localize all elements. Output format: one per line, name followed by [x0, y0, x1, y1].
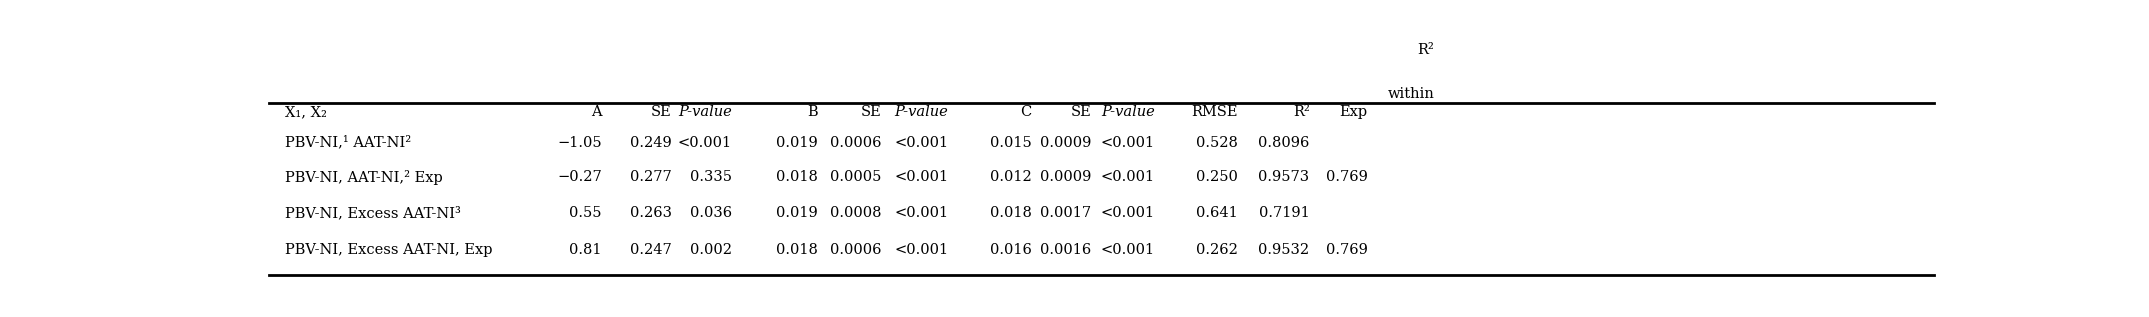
- Text: PBV-NI, AAT-NI,² Exp: PBV-NI, AAT-NI,² Exp: [286, 170, 443, 185]
- Text: <0.001: <0.001: [1100, 206, 1154, 220]
- Text: 0.55: 0.55: [569, 206, 602, 220]
- Text: A: A: [591, 105, 602, 119]
- Text: 0.277: 0.277: [630, 170, 673, 184]
- Text: RMSE: RMSE: [1191, 105, 1238, 119]
- Text: 0.247: 0.247: [630, 243, 673, 257]
- Text: 0.81: 0.81: [569, 243, 602, 257]
- Text: 0.249: 0.249: [630, 136, 673, 150]
- Text: 0.250: 0.250: [1197, 170, 1238, 184]
- Text: 0.018: 0.018: [776, 170, 819, 184]
- Text: 0.0006: 0.0006: [830, 243, 881, 257]
- Text: 0.9532: 0.9532: [1259, 243, 1309, 257]
- Text: P-value: P-value: [677, 105, 731, 119]
- Text: 0.335: 0.335: [690, 170, 731, 184]
- Text: PBV-NI,¹ AAT-NI²: PBV-NI,¹ AAT-NI²: [286, 136, 410, 150]
- Text: PBV-NI, Excess AAT-NI, Exp: PBV-NI, Excess AAT-NI, Exp: [286, 243, 492, 257]
- Text: P-value: P-value: [894, 105, 948, 119]
- Text: <0.001: <0.001: [1100, 243, 1154, 257]
- Text: 0.002: 0.002: [690, 243, 731, 257]
- Text: 0.018: 0.018: [776, 243, 819, 257]
- Text: 0.015: 0.015: [991, 136, 1032, 150]
- Text: <0.001: <0.001: [677, 136, 731, 150]
- Text: 0.9573: 0.9573: [1259, 170, 1309, 184]
- Text: 0.0006: 0.0006: [830, 136, 881, 150]
- Text: SE: SE: [862, 105, 881, 119]
- Text: 0.0009: 0.0009: [1040, 170, 1092, 184]
- Text: 0.012: 0.012: [991, 170, 1032, 184]
- Text: PBV-NI, Excess AAT-NI³: PBV-NI, Excess AAT-NI³: [286, 206, 462, 220]
- Text: 0.769: 0.769: [1326, 243, 1369, 257]
- Text: R²: R²: [1294, 105, 1309, 119]
- Text: 0.016: 0.016: [989, 243, 1032, 257]
- Text: 0.769: 0.769: [1326, 170, 1369, 184]
- Text: P-value: P-value: [1100, 105, 1154, 119]
- Text: −1.05: −1.05: [557, 136, 602, 150]
- Text: 0.0017: 0.0017: [1040, 206, 1092, 220]
- Text: 0.528: 0.528: [1197, 136, 1238, 150]
- Text: 0.641: 0.641: [1197, 206, 1238, 220]
- Text: <0.001: <0.001: [894, 136, 948, 150]
- Text: 0.7191: 0.7191: [1259, 206, 1309, 220]
- Text: SE: SE: [651, 105, 673, 119]
- Text: Exp: Exp: [1339, 105, 1369, 119]
- Text: SE: SE: [1070, 105, 1092, 119]
- Text: 0.019: 0.019: [776, 206, 819, 220]
- Text: <0.001: <0.001: [1100, 136, 1154, 150]
- Text: 0.018: 0.018: [989, 206, 1032, 220]
- Text: 0.019: 0.019: [776, 136, 819, 150]
- Text: 0.036: 0.036: [690, 206, 731, 220]
- Text: 0.262: 0.262: [1197, 243, 1238, 257]
- Text: 0.0016: 0.0016: [1040, 243, 1092, 257]
- Text: <0.001: <0.001: [894, 243, 948, 257]
- Text: <0.001: <0.001: [1100, 170, 1154, 184]
- Text: 0.0009: 0.0009: [1040, 136, 1092, 150]
- Text: R²: R²: [1418, 43, 1436, 57]
- Text: <0.001: <0.001: [894, 206, 948, 220]
- Text: <0.001: <0.001: [894, 170, 948, 184]
- Text: within: within: [1388, 87, 1436, 101]
- Text: B: B: [808, 105, 819, 119]
- Text: 0.263: 0.263: [630, 206, 673, 220]
- Text: 0.0005: 0.0005: [830, 170, 881, 184]
- Text: 0.0008: 0.0008: [830, 206, 881, 220]
- Text: X₁, X₂: X₁, X₂: [286, 105, 327, 119]
- Text: 0.8096: 0.8096: [1257, 136, 1309, 150]
- Text: −0.27: −0.27: [557, 170, 602, 184]
- Text: C: C: [1021, 105, 1032, 119]
